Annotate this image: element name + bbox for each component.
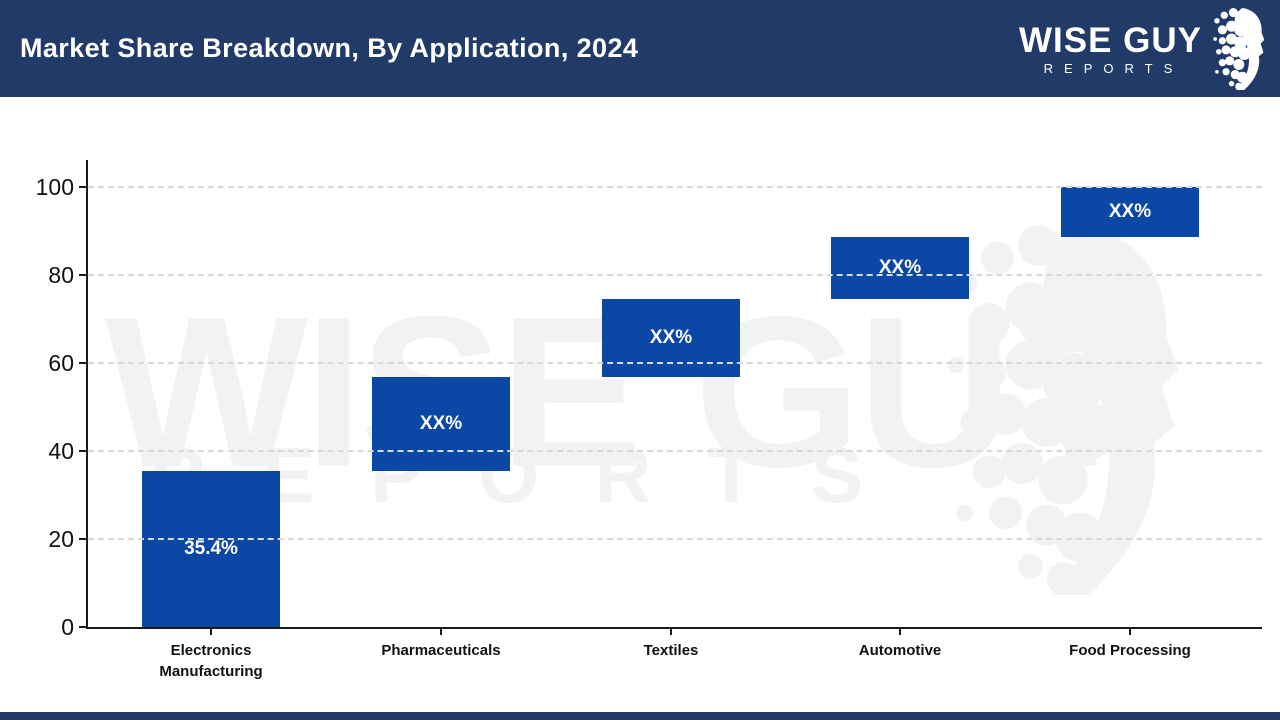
page-title: Market Share Breakdown, By Application, … bbox=[20, 33, 639, 63]
bar-electronics-manufacturing: 35.4% bbox=[142, 471, 280, 627]
gridline-60 bbox=[88, 362, 1262, 364]
dotted-head-icon bbox=[1208, 8, 1266, 90]
x-tick-mark bbox=[210, 629, 212, 635]
footer-bar bbox=[0, 712, 1280, 720]
gridline-100 bbox=[88, 186, 1262, 188]
x-category-label: Pharmaceuticals bbox=[381, 642, 501, 659]
y-tick-label: 60 bbox=[48, 350, 74, 376]
bar-food-processing: XX% bbox=[1061, 187, 1199, 238]
brand-logo-text: WISE GUY REPORTS bbox=[1019, 23, 1202, 75]
brand-logo: WISE GUY REPORTS bbox=[1019, 8, 1266, 90]
bar-textiles: XX% bbox=[602, 299, 740, 378]
y-axis-line bbox=[86, 160, 88, 629]
x-category-label: Textiles bbox=[643, 642, 699, 659]
header-bar: Market Share Breakdown, By Application, … bbox=[0, 0, 1280, 97]
y-tick-label: 80 bbox=[48, 262, 74, 288]
y-tick-label: 40 bbox=[48, 438, 74, 464]
y-tick-label: 100 bbox=[35, 174, 74, 200]
bar-pharmaceuticals: XX% bbox=[372, 377, 510, 472]
bar-value-label: XX% bbox=[649, 327, 693, 349]
bar-value-label: XX% bbox=[878, 257, 922, 279]
y-tick-mark bbox=[79, 362, 86, 364]
gridline-20 bbox=[88, 538, 1262, 540]
y-tick-mark bbox=[79, 274, 86, 276]
y-tick-mark bbox=[79, 626, 86, 628]
x-tick-mark bbox=[899, 629, 901, 635]
bar-value-label: XX% bbox=[419, 413, 463, 435]
x-tick-mark bbox=[1129, 629, 1131, 635]
bar-automotive: XX% bbox=[831, 237, 969, 300]
x-category-label: Electronics Manufacturing bbox=[159, 642, 263, 680]
gridline-80 bbox=[88, 274, 1262, 276]
bar-value-label: 35.4% bbox=[184, 538, 238, 560]
bar-value-label: XX% bbox=[1108, 201, 1152, 223]
y-tick-label: 20 bbox=[48, 526, 74, 552]
y-tick-mark bbox=[79, 186, 86, 188]
x-tick-mark bbox=[440, 629, 442, 635]
x-category-label: Food Processing bbox=[1069, 642, 1191, 659]
x-tick-mark bbox=[670, 629, 672, 635]
y-tick-mark bbox=[79, 538, 86, 540]
gridline-40 bbox=[88, 450, 1262, 452]
y-tick-label: 0 bbox=[61, 614, 74, 640]
y-tick-mark bbox=[79, 450, 86, 452]
x-axis-line bbox=[86, 627, 1262, 629]
brand-subname: REPORTS bbox=[1043, 60, 1184, 76]
brand-name: WISE GUY bbox=[1018, 20, 1202, 60]
x-category-label: Automotive bbox=[858, 642, 942, 659]
